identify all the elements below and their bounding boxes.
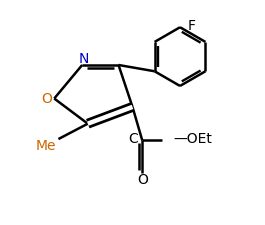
Text: C: C bbox=[128, 132, 138, 146]
Text: Me: Me bbox=[36, 139, 56, 153]
Text: O: O bbox=[41, 92, 52, 106]
Text: O: O bbox=[137, 173, 148, 187]
Text: —OEt: —OEt bbox=[174, 132, 213, 146]
Text: N: N bbox=[78, 52, 89, 66]
Text: F: F bbox=[188, 19, 196, 33]
